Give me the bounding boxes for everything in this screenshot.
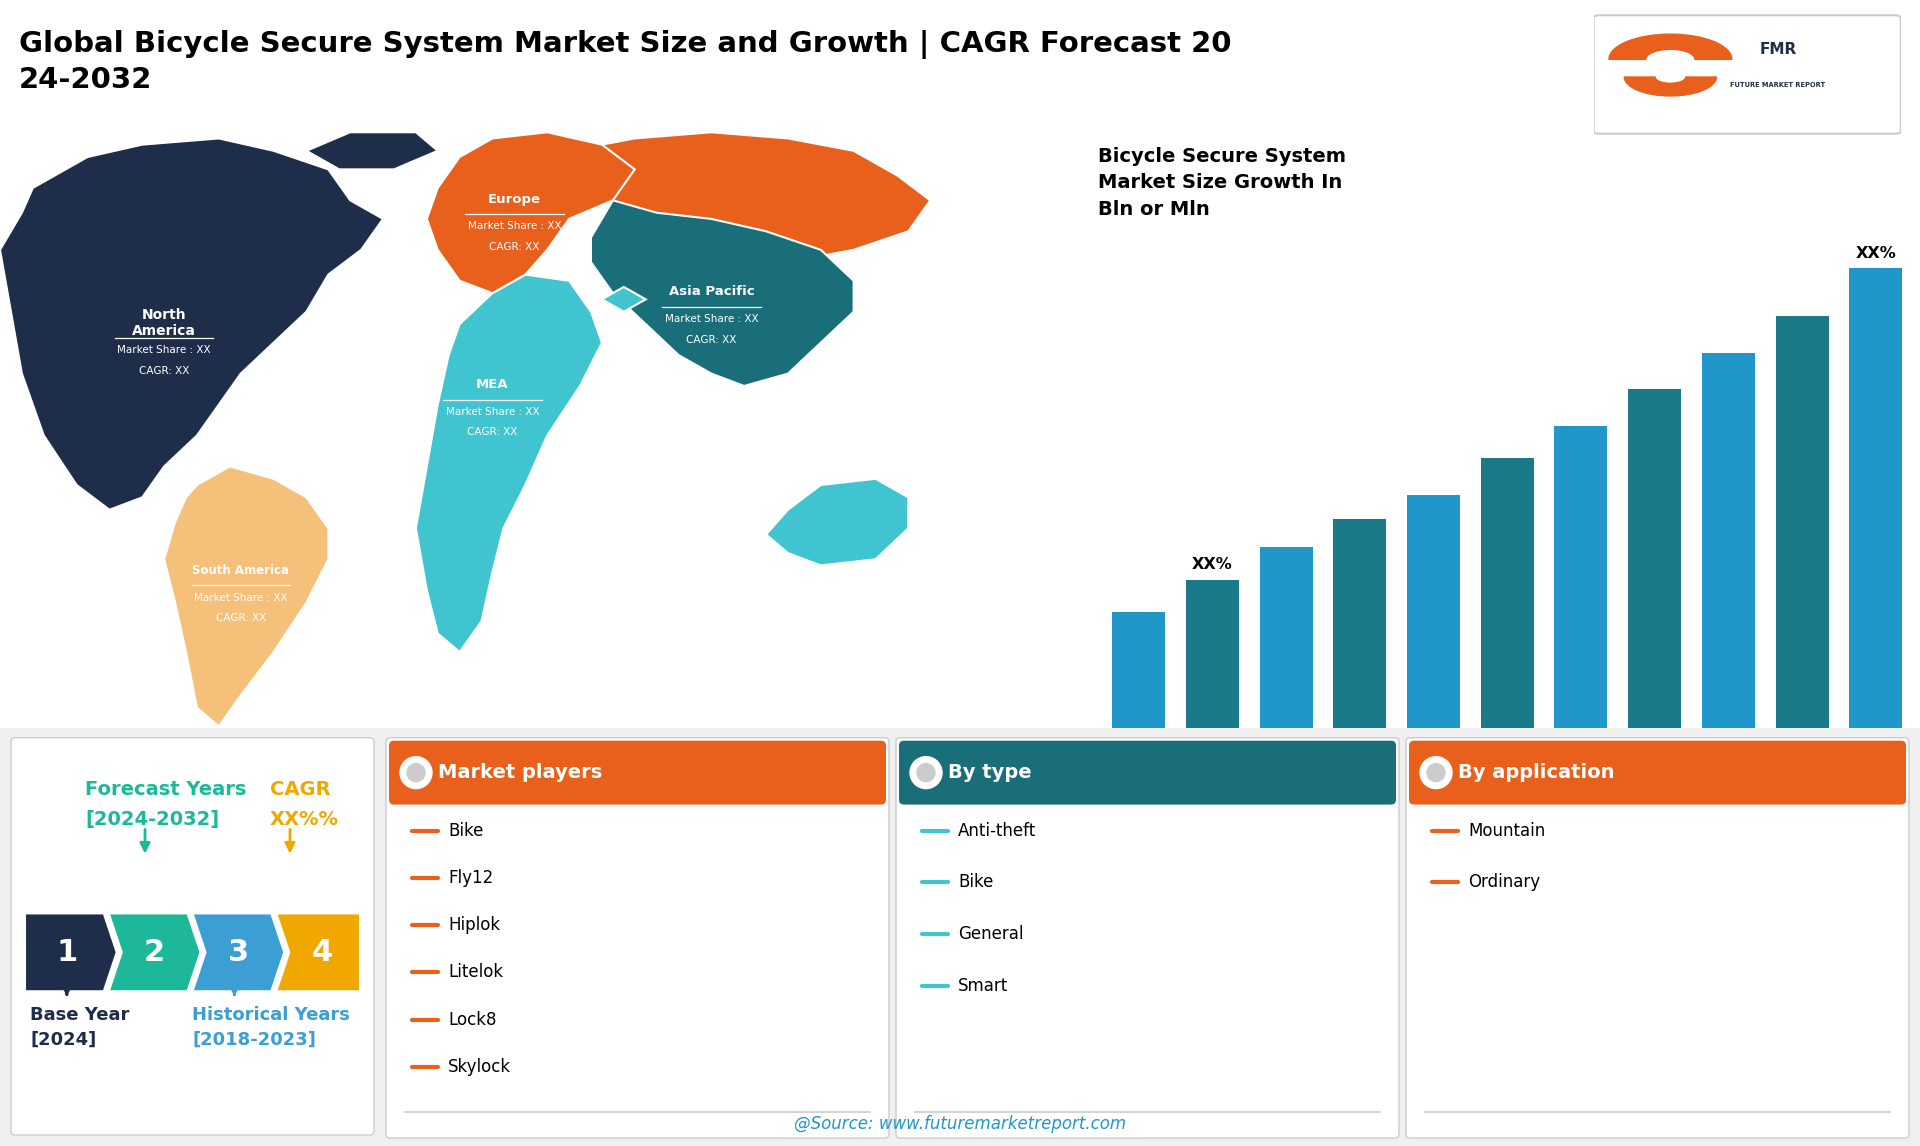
Text: Market Share : XX: Market Share : XX bbox=[117, 345, 211, 355]
Polygon shape bbox=[417, 275, 603, 652]
Text: Lock8: Lock8 bbox=[447, 1011, 497, 1029]
Text: Bicycle Secure System
Market Size Growth In
Bln or Mln: Bicycle Secure System Market Size Growth… bbox=[1098, 147, 1346, 219]
Text: Market players: Market players bbox=[438, 763, 603, 782]
Text: 3: 3 bbox=[228, 937, 250, 967]
Text: Europe: Europe bbox=[488, 193, 541, 205]
Bar bbox=[1555, 426, 1607, 733]
Text: Fly12: Fly12 bbox=[447, 869, 493, 887]
Text: Market Share : XX: Market Share : XX bbox=[194, 592, 288, 603]
Text: Market Share : XX: Market Share : XX bbox=[664, 314, 758, 324]
Text: @Source: www.futuremarketreport.com: @Source: www.futuremarketreport.com bbox=[795, 1115, 1125, 1133]
Text: Base Year: Base Year bbox=[31, 1006, 129, 1025]
Polygon shape bbox=[426, 132, 636, 293]
Text: Historical Years: Historical Years bbox=[192, 1006, 349, 1025]
Text: CAGR: XX: CAGR: XX bbox=[685, 335, 737, 345]
Text: Skylock: Skylock bbox=[447, 1058, 511, 1076]
Text: [2024-2032]: [2024-2032] bbox=[84, 809, 219, 829]
Polygon shape bbox=[766, 479, 908, 565]
Bar bbox=[1701, 353, 1755, 733]
Text: 1: 1 bbox=[56, 937, 77, 967]
Text: Smart: Smart bbox=[958, 978, 1008, 995]
Text: North
America: North America bbox=[132, 308, 196, 338]
Text: Ordinary: Ordinary bbox=[1469, 873, 1540, 892]
Text: CAGR: XX: CAGR: XX bbox=[490, 242, 540, 252]
Polygon shape bbox=[591, 132, 929, 262]
FancyBboxPatch shape bbox=[899, 740, 1396, 804]
Text: CAGR: XX: CAGR: XX bbox=[215, 613, 267, 623]
Text: Global Bicycle Secure System Market Size and Growth | CAGR Forecast 20
24-2032: Global Bicycle Secure System Market Size… bbox=[19, 30, 1233, 94]
Text: CAGR: CAGR bbox=[271, 779, 330, 799]
Text: XX%: XX% bbox=[1192, 557, 1233, 572]
FancyBboxPatch shape bbox=[390, 740, 885, 804]
Polygon shape bbox=[25, 913, 117, 991]
Text: Bike: Bike bbox=[447, 822, 484, 840]
Text: Anti-theft: Anti-theft bbox=[958, 822, 1037, 840]
Circle shape bbox=[1427, 763, 1446, 782]
Circle shape bbox=[1421, 756, 1452, 788]
Polygon shape bbox=[163, 466, 328, 727]
FancyBboxPatch shape bbox=[897, 738, 1400, 1138]
Text: CAGR: XX: CAGR: XX bbox=[467, 427, 518, 438]
Text: [2018-2023]: [2018-2023] bbox=[192, 1031, 317, 1050]
Bar bbox=[1260, 548, 1313, 733]
Wedge shape bbox=[1624, 77, 1716, 96]
Polygon shape bbox=[603, 286, 645, 312]
FancyBboxPatch shape bbox=[1594, 15, 1901, 134]
Text: CAGR: XX: CAGR: XX bbox=[138, 366, 190, 376]
Bar bbox=[1849, 268, 1903, 733]
Text: Asia Pacific: Asia Pacific bbox=[668, 285, 755, 298]
Text: By type: By type bbox=[948, 763, 1031, 782]
Text: 2: 2 bbox=[144, 937, 165, 967]
Polygon shape bbox=[276, 913, 361, 991]
Polygon shape bbox=[591, 201, 854, 386]
Bar bbox=[1628, 390, 1682, 733]
Bar bbox=[1187, 580, 1238, 733]
Text: Market Share : XX: Market Share : XX bbox=[445, 407, 540, 417]
Text: General: General bbox=[958, 925, 1023, 943]
Text: Litelok: Litelok bbox=[447, 964, 503, 981]
Text: Forecast Years: Forecast Years bbox=[84, 779, 246, 799]
Bar bbox=[1480, 458, 1534, 733]
Text: [2024]: [2024] bbox=[31, 1031, 96, 1050]
FancyBboxPatch shape bbox=[12, 738, 374, 1135]
Text: FUTURE MARKET REPORT: FUTURE MARKET REPORT bbox=[1730, 81, 1826, 87]
Text: By application: By application bbox=[1457, 763, 1615, 782]
Text: Mountain: Mountain bbox=[1469, 822, 1546, 840]
Polygon shape bbox=[307, 132, 438, 170]
Text: Market Share : XX: Market Share : XX bbox=[468, 221, 561, 231]
Bar bbox=[1776, 316, 1828, 733]
Polygon shape bbox=[0, 139, 382, 510]
Circle shape bbox=[910, 756, 943, 788]
Bar bbox=[1407, 495, 1459, 733]
Text: South America: South America bbox=[192, 564, 290, 576]
Text: XX%: XX% bbox=[1855, 245, 1897, 260]
Text: XX%%: XX%% bbox=[271, 809, 340, 829]
Text: 4: 4 bbox=[311, 937, 332, 967]
Polygon shape bbox=[192, 913, 284, 991]
Text: FMR: FMR bbox=[1759, 41, 1797, 57]
Polygon shape bbox=[109, 913, 200, 991]
FancyBboxPatch shape bbox=[1409, 740, 1907, 804]
FancyBboxPatch shape bbox=[386, 738, 889, 1138]
Circle shape bbox=[399, 756, 432, 788]
Wedge shape bbox=[1609, 34, 1732, 60]
Circle shape bbox=[918, 763, 935, 782]
Bar bbox=[1112, 612, 1165, 733]
Text: Hiplok: Hiplok bbox=[447, 916, 499, 934]
Text: Bike: Bike bbox=[958, 873, 993, 892]
Text: MEA: MEA bbox=[476, 378, 509, 391]
FancyBboxPatch shape bbox=[1405, 738, 1908, 1138]
Bar bbox=[1332, 519, 1386, 733]
FancyBboxPatch shape bbox=[0, 728, 1920, 1146]
Circle shape bbox=[407, 763, 424, 782]
